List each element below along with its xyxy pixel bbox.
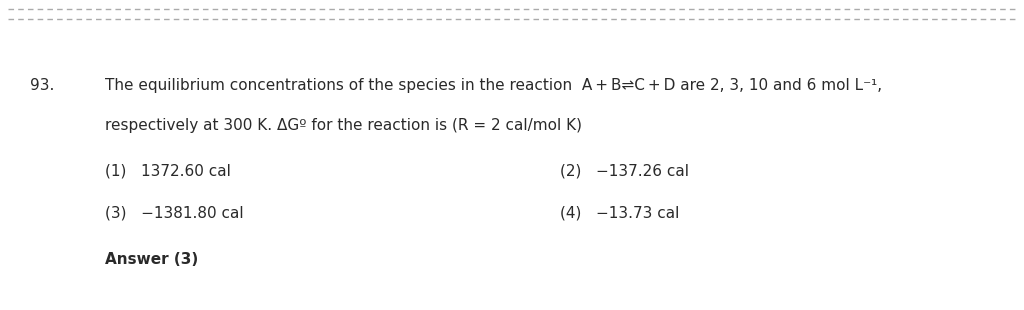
Text: (1)   1372.60 cal: (1) 1372.60 cal (105, 163, 230, 178)
Text: (4)   −13.73 cal: (4) −13.73 cal (560, 205, 679, 220)
Text: (2)   −137.26 cal: (2) −137.26 cal (560, 163, 689, 178)
Text: (3)   −1381.80 cal: (3) −1381.80 cal (105, 205, 244, 220)
Text: The equilibrium concentrations of the species in the reaction  A + B⇌C + D are 2: The equilibrium concentrations of the sp… (105, 78, 882, 93)
Text: Answer (3): Answer (3) (105, 252, 199, 267)
Text: 93.: 93. (30, 78, 54, 93)
Text: respectively at 300 K. ΔGº for the reaction is (R = 2 cal/mol K): respectively at 300 K. ΔGº for the react… (105, 118, 582, 133)
